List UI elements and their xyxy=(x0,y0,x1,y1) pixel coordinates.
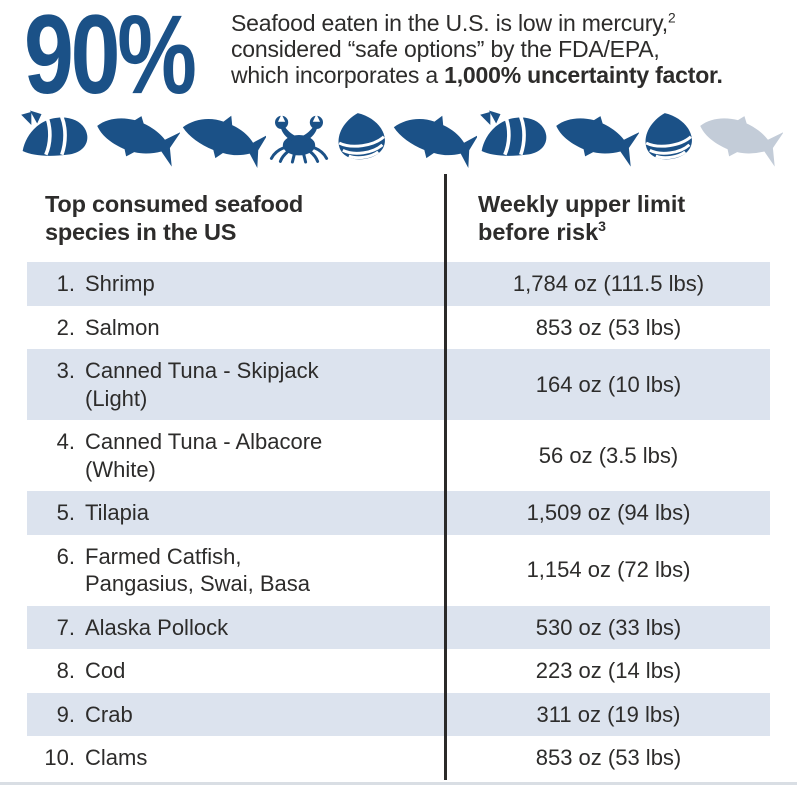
clam-icon xyxy=(639,110,697,166)
species-cell: 6. Farmed Catfish, Pangasius, Swai, Basa xyxy=(27,535,444,606)
species-cell: 7. Alaska Pollock xyxy=(27,606,444,650)
row-limit: 1,154 oz (72 lbs) xyxy=(444,534,770,606)
header-section: 90% Seafood eaten in the U.S. is low in … xyxy=(0,0,797,117)
row-species: Tilapia xyxy=(85,500,149,525)
seafood-icon-row xyxy=(0,102,797,174)
salmon-icon xyxy=(553,105,639,171)
row-species: Alaska Pollock xyxy=(85,614,229,640)
fish-muted-icon xyxy=(697,105,783,171)
tuna-icon xyxy=(180,105,267,171)
row-limit: 56 oz (3.5 lbs) xyxy=(444,420,770,491)
row-limit: 223 oz (14 lbs) xyxy=(444,649,770,693)
row-rank: 2. xyxy=(56,314,75,340)
species-cell: 5. Tilapia xyxy=(27,491,444,535)
intro-text: Seafood eaten in the U.S. is low in merc… xyxy=(231,8,723,88)
table-row: 10. Clams 853 oz (53 lbs) xyxy=(27,736,770,780)
crab-icon xyxy=(266,110,332,166)
row-rank: 3. xyxy=(56,358,75,383)
row-limit: 530 oz (33 lbs) xyxy=(444,605,770,649)
shrimp-icon xyxy=(18,109,94,167)
row-rank: 1. xyxy=(56,271,75,296)
table-row: 1. Shrimp 1,784 oz (111.5 lbs) xyxy=(27,262,770,306)
tuna-icon xyxy=(391,105,477,171)
clam-icon xyxy=(332,110,390,166)
table-row: 7. Alaska Pollock 530 oz (33 lbs) xyxy=(27,605,770,650)
intro-line-1: Seafood eaten in the U.S. is low in merc… xyxy=(231,10,676,36)
table-row: 6. Farmed Catfish, Pangasius, Swai, Basa… xyxy=(27,534,770,606)
species-cell: 9. Crab xyxy=(27,693,444,737)
row-limit: 311 oz (19 lbs) xyxy=(444,692,770,736)
table-row: 9. Crab 311 oz (19 lbs) xyxy=(27,692,770,737)
row-rank: 4. xyxy=(56,429,75,454)
table-row: 5. Tilapia 1,509 oz (94 lbs) xyxy=(27,491,770,535)
row-rank: 10. xyxy=(44,745,75,770)
species-cell: 8. Cod xyxy=(27,649,444,693)
bottom-divider xyxy=(0,782,797,785)
row-rank: 5. xyxy=(56,500,75,525)
salmon-icon xyxy=(94,105,181,171)
species-cell: 3. Canned Tuna - Skipjack (Light) xyxy=(27,349,444,420)
intro-line-2: considered “safe options” by the FDA/EPA… xyxy=(231,36,660,62)
footnote-marker-3: 3 xyxy=(598,218,607,235)
intro-line-3: which incorporates a 1,000% uncertainty … xyxy=(231,62,723,88)
species-cell: 1. Shrimp xyxy=(27,262,444,306)
row-species: Canned Tuna - Skipjack (Light) xyxy=(85,358,319,411)
row-species: Cod xyxy=(85,658,126,683)
table-row: 4. Canned Tuna - Albacore (White) 56 oz … xyxy=(27,420,770,491)
row-species: Clams xyxy=(85,745,148,770)
row-limit: 853 oz (53 lbs) xyxy=(444,736,770,780)
species-cell: 2. Salmon xyxy=(27,306,444,350)
row-rank: 8. xyxy=(56,658,75,683)
table-header-row: Top consumed seafood species in the US W… xyxy=(27,174,770,262)
row-rank: 6. xyxy=(56,543,75,569)
table-row: 8. Cod 223 oz (14 lbs) xyxy=(27,649,770,693)
table-row: 3. Canned Tuna - Skipjack (Light) 164 oz… xyxy=(27,349,770,420)
row-rank: 9. xyxy=(56,701,75,727)
row-rank: 7. xyxy=(56,614,75,640)
row-species: Salmon xyxy=(85,314,160,340)
species-cell: 10. Clams xyxy=(27,736,444,780)
row-limit: 853 oz (53 lbs) xyxy=(444,305,770,349)
col-header-species: Top consumed seafood species in the US xyxy=(45,191,303,245)
row-limit: 164 oz (10 lbs) xyxy=(444,349,770,420)
table-body: 1. Shrimp 1,784 oz (111.5 lbs) 2. Salmon… xyxy=(27,262,770,780)
row-limit: 1,784 oz (111.5 lbs) xyxy=(444,262,770,306)
row-species: Farmed Catfish, Pangasius, Swai, Basa xyxy=(85,543,311,597)
stat-90-percent: 90% xyxy=(24,0,197,117)
row-species: Shrimp xyxy=(85,271,155,296)
table-row: 2. Salmon 853 oz (53 lbs) xyxy=(27,305,770,350)
col-header-limit: Weekly upper limit before risk3 xyxy=(444,174,770,262)
row-species: Canned Tuna - Albacore (White) xyxy=(85,429,323,482)
row-species: Crab xyxy=(85,701,133,727)
row-limit: 1,509 oz (94 lbs) xyxy=(444,491,770,535)
footnote-marker-2: 2 xyxy=(667,10,676,26)
species-cell: 4. Canned Tuna - Albacore (White) xyxy=(27,420,444,491)
seafood-table: Top consumed seafood species in the US W… xyxy=(27,174,770,780)
shrimp-icon xyxy=(477,109,553,167)
